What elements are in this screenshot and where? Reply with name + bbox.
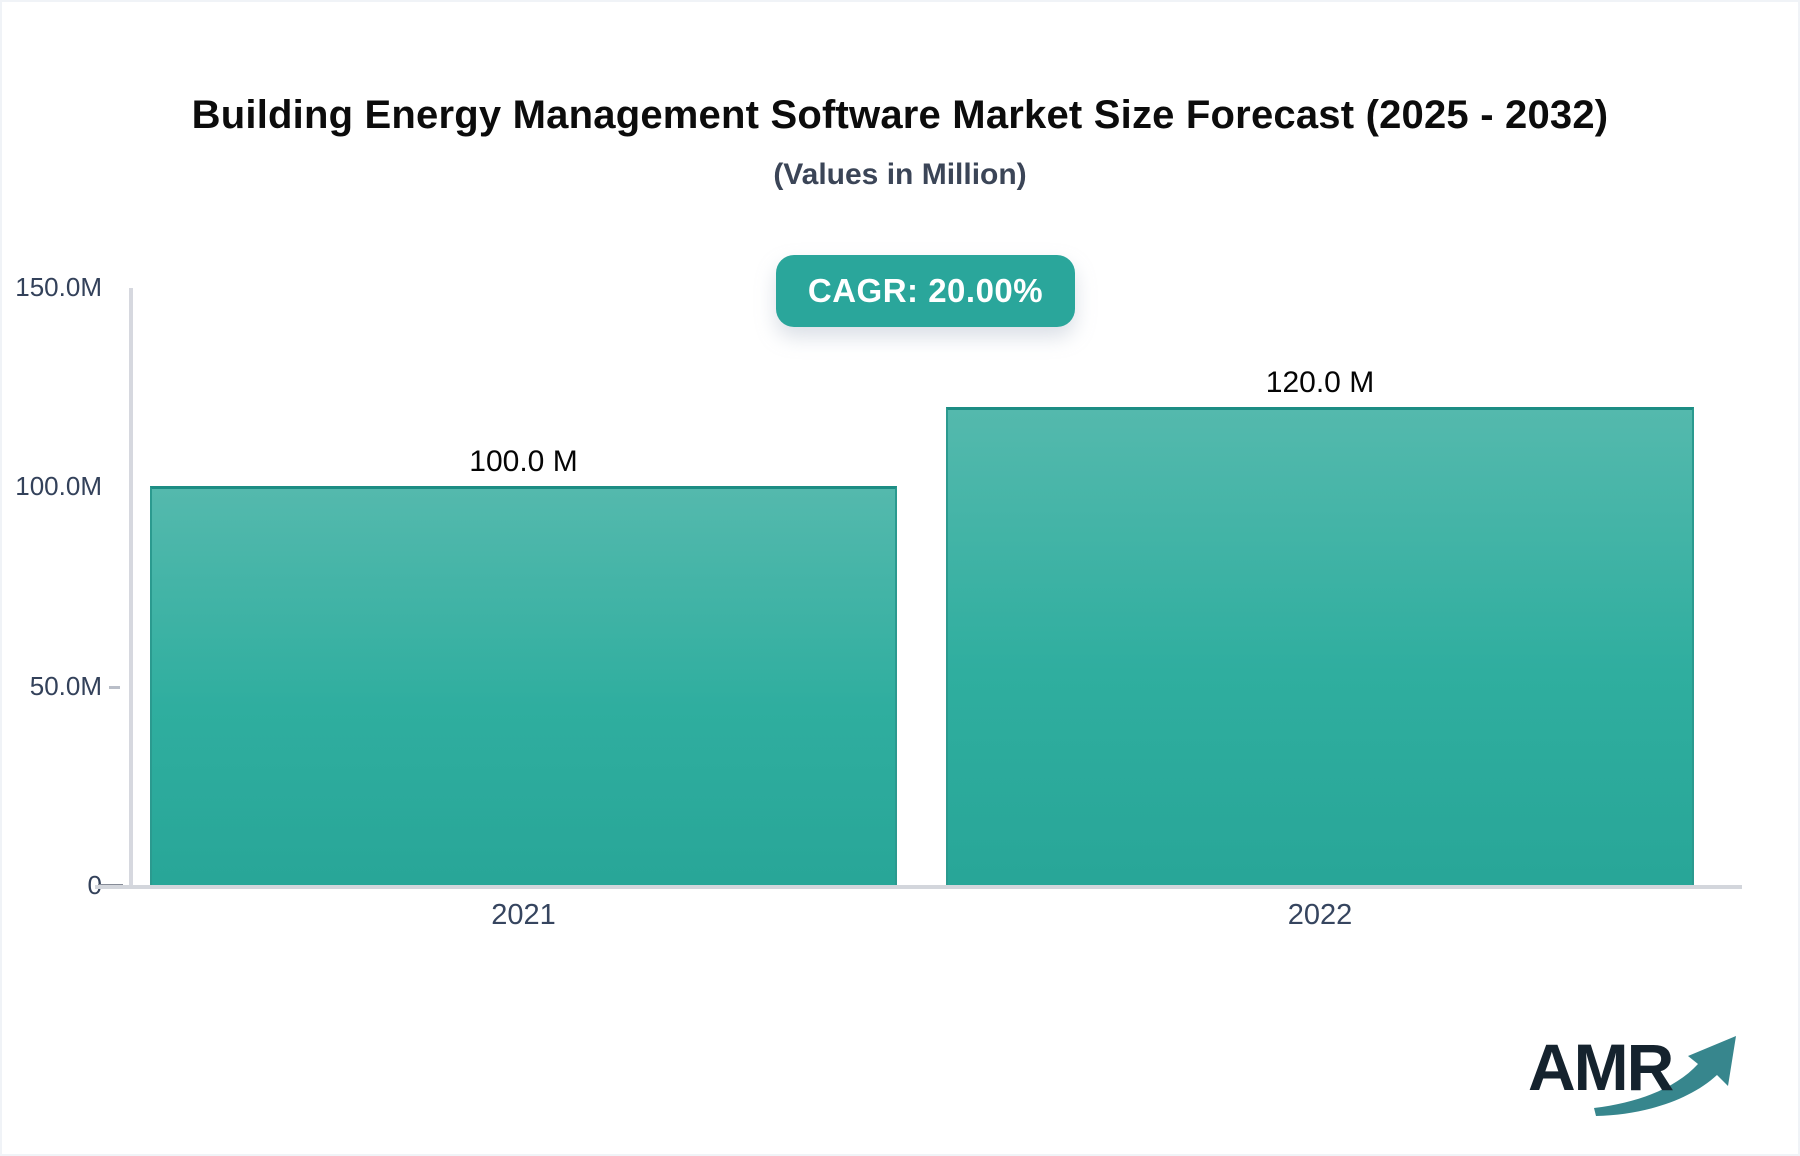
y-tick-label-0: 0 xyxy=(0,869,102,901)
bar-value-label-2021: 100.0 M xyxy=(469,445,578,478)
cagr-badge: CAGR: 20.00% xyxy=(776,255,1075,327)
y-tick-label-50m: 50.0M xyxy=(29,671,102,701)
growth-arrow-icon xyxy=(1592,1032,1752,1125)
bar-2022: 120.0 M xyxy=(946,366,1694,885)
y-axis-tick-50m xyxy=(109,686,120,689)
page-title: Building Energy Management Software Mark… xyxy=(191,93,1609,137)
amr-logo: AMR xyxy=(1528,1030,1758,1120)
y-tick-label-100m: 100.0M xyxy=(15,471,102,501)
x-axis-line xyxy=(95,885,1742,889)
bar-value-label-2022: 120.0 M xyxy=(1265,366,1375,399)
x-tick-label-2021: 2021 xyxy=(491,899,556,931)
y-tick-label-150m: 150.0M xyxy=(15,272,102,302)
chart-subtitle: (Values in Million) xyxy=(773,158,1027,191)
bar-2021: 100.0 M xyxy=(150,445,897,885)
amr-logo-text: AMR xyxy=(1528,1030,1674,1104)
x-tick-label-2022: 2022 xyxy=(1287,899,1353,931)
y-axis-line xyxy=(129,288,133,886)
